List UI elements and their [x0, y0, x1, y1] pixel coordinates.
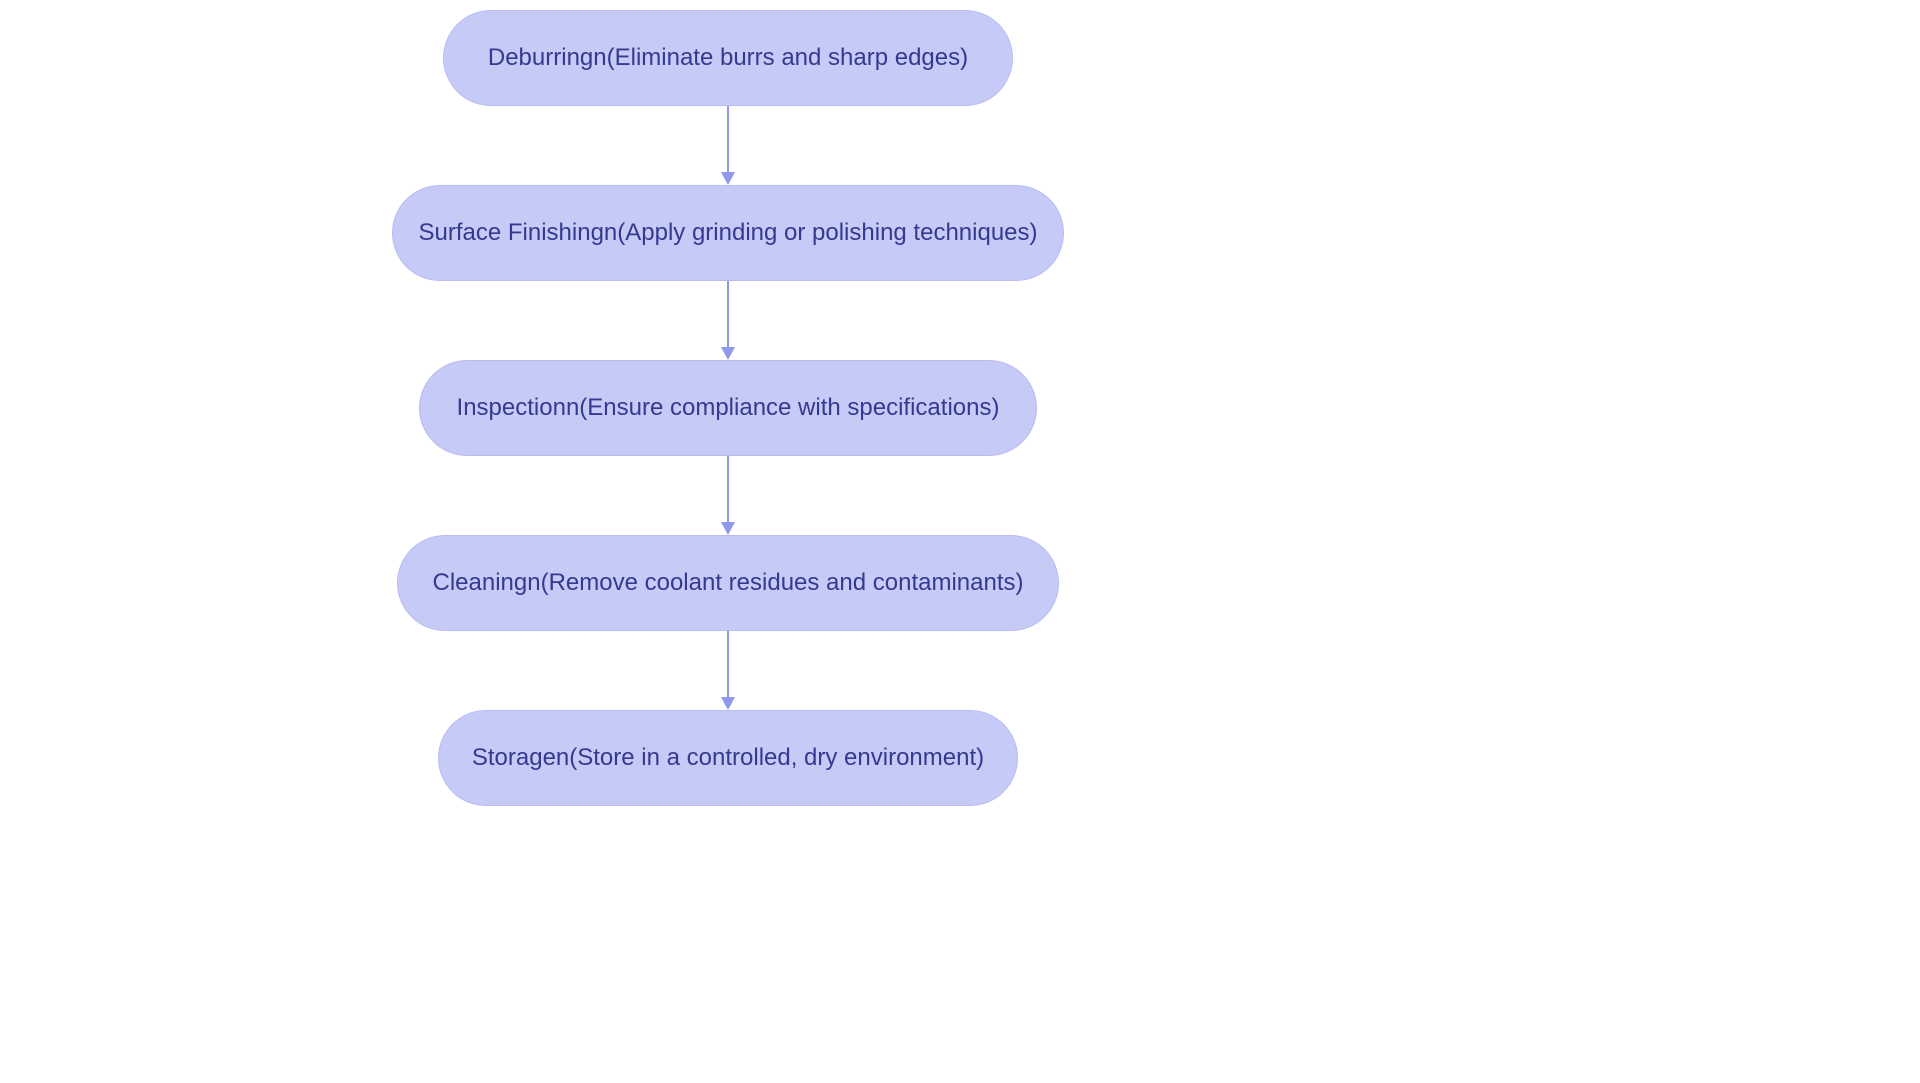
node-label: Cleaningn(Remove coolant residues and co…	[433, 567, 1024, 598]
arrow-1	[718, 106, 738, 186]
node-label: Deburringn(Eliminate burrs and sharp edg…	[488, 42, 968, 73]
node-cleaning: Cleaningn(Remove coolant residues and co…	[397, 535, 1059, 631]
node-inspection: Inspectionn(Ensure compliance with speci…	[419, 360, 1037, 456]
arrow-4	[718, 631, 738, 711]
node-label: Surface Finishingn(Apply grinding or pol…	[418, 217, 1037, 248]
arrow-3	[718, 456, 738, 536]
node-label: Storagen(Store in a controlled, dry envi…	[472, 742, 984, 773]
node-surface-finishing: Surface Finishingn(Apply grinding or pol…	[392, 185, 1064, 281]
flowchart-container: Deburringn(Eliminate burrs and sharp edg…	[0, 0, 1920, 1083]
node-storage: Storagen(Store in a controlled, dry envi…	[438, 710, 1018, 806]
node-label: Inspectionn(Ensure compliance with speci…	[457, 392, 1000, 423]
arrow-2	[718, 281, 738, 361]
node-deburring: Deburringn(Eliminate burrs and sharp edg…	[443, 10, 1013, 106]
